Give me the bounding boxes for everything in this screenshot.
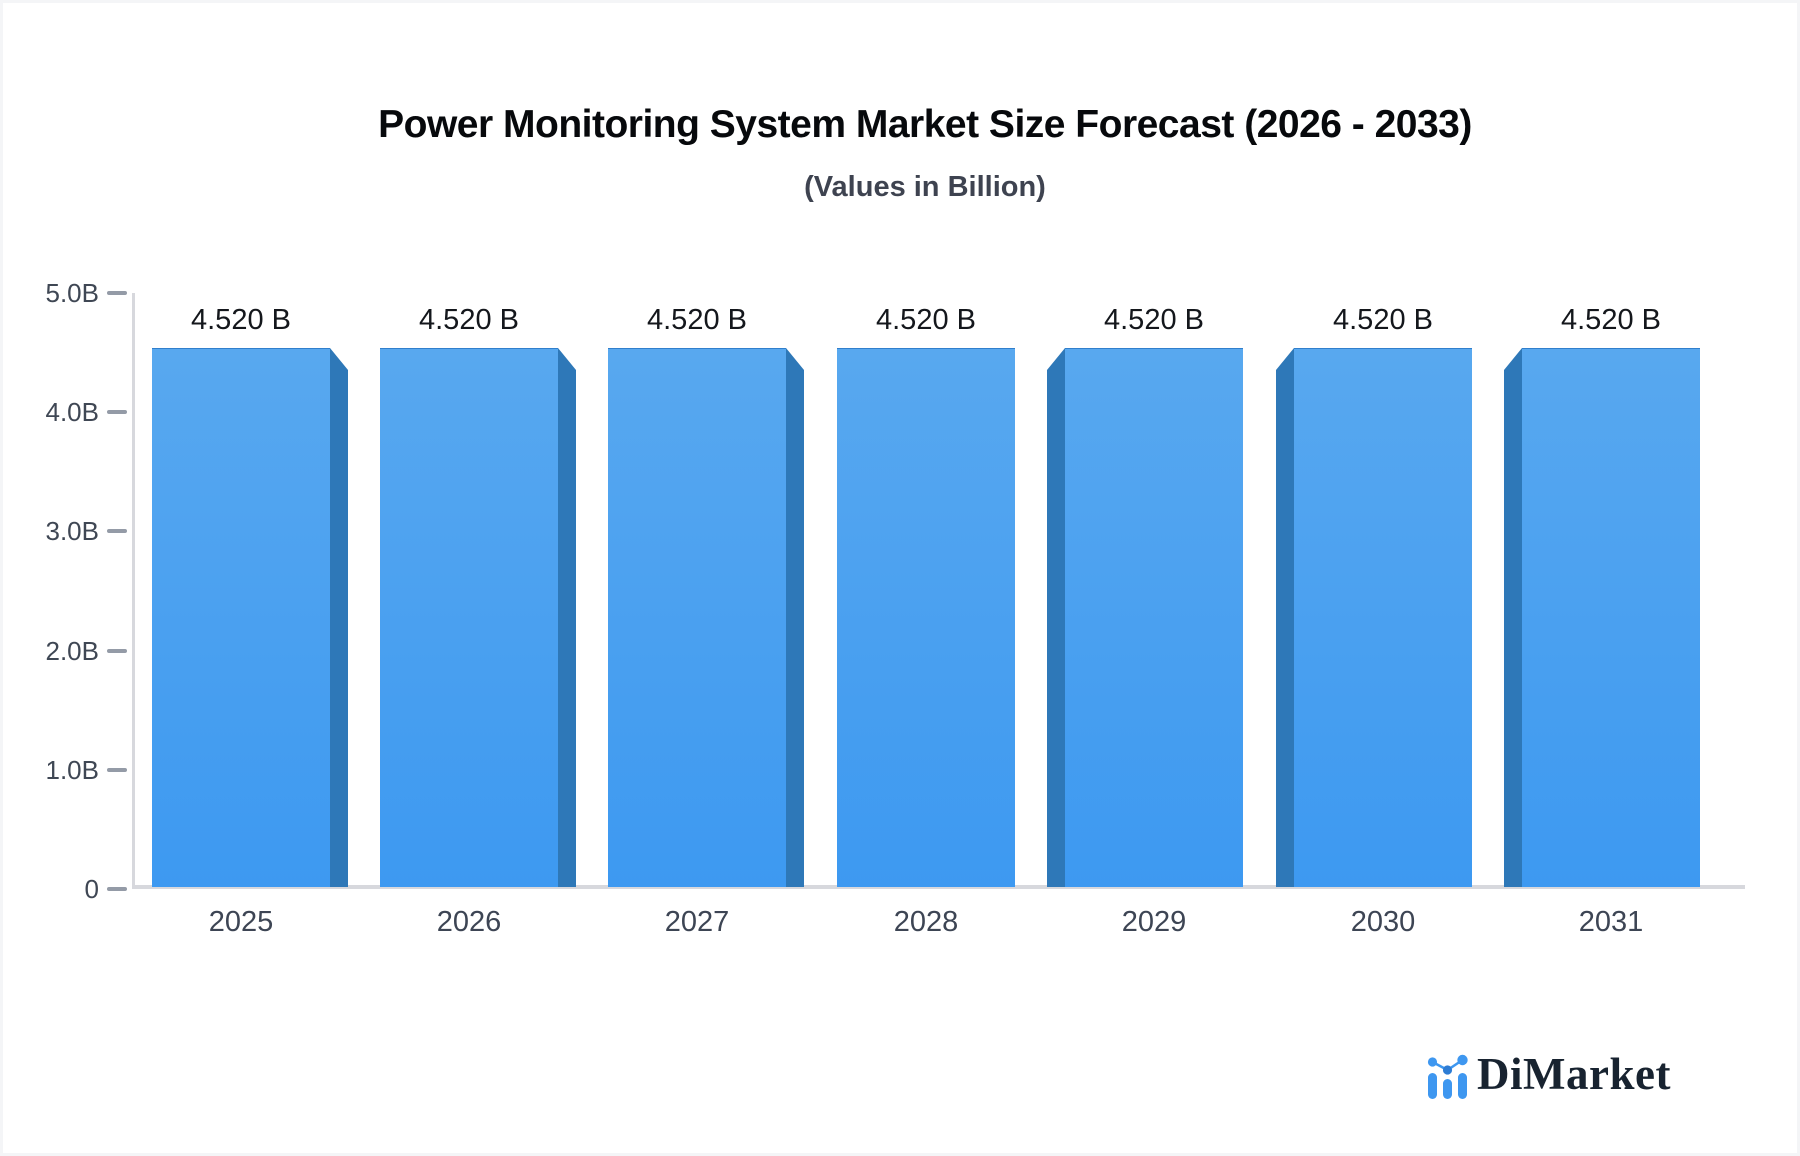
bar-3d-side <box>786 348 804 887</box>
x-axis-baseline <box>132 885 1745 889</box>
x-axis-label: 2026 <box>436 906 502 938</box>
bar-2026: 4.520 B 2026 <box>362 303 576 953</box>
bar-3d-side <box>1047 348 1065 887</box>
bar-face[interactable] <box>837 348 1015 887</box>
x-axis-label: 2025 <box>208 906 274 938</box>
bar-2025: 4.520 B 2025 <box>134 303 348 953</box>
bar-3d-side <box>330 348 348 887</box>
bar-value-label: 4.520 B <box>1561 304 1661 336</box>
chart-title: Power Monitoring System Market Size Fore… <box>378 103 1472 146</box>
bar-face[interactable] <box>1522 348 1700 887</box>
y-tick-label: 0 <box>84 874 99 904</box>
y-tick-mark <box>107 410 127 414</box>
brand-logo[interactable]: DiMarket <box>1427 1043 1671 1099</box>
y-tick: 1.0B <box>3 755 127 785</box>
y-tick: 2.0B <box>3 636 127 666</box>
bar-value-label: 4.520 B <box>1104 304 1204 336</box>
y-tick: 4.0B <box>3 397 127 427</box>
y-tick-mark <box>107 768 127 772</box>
bar-face[interactable] <box>152 348 330 887</box>
x-axis-label: 2031 <box>1578 906 1644 938</box>
bar-2028: 4.520 B 2028 <box>819 303 1033 953</box>
bar-face[interactable] <box>380 348 558 887</box>
bar-chart-logo-icon <box>1427 1054 1468 1099</box>
y-tick-mark <box>107 887 127 891</box>
bar-2027: 4.520 B 2027 <box>590 303 804 953</box>
y-axis-line <box>132 293 135 889</box>
bar-3d-side <box>1276 348 1294 887</box>
y-tick-label: 1.0B <box>45 755 100 785</box>
bar-face[interactable] <box>608 348 786 887</box>
bar-2030: 4.520 B 2030 <box>1276 303 1490 953</box>
y-tick-label: 3.0B <box>45 516 100 546</box>
y-tick-mark <box>107 649 127 653</box>
bar-face[interactable] <box>1065 348 1243 887</box>
chart-subtitle: (Values in Billion) <box>804 171 1046 203</box>
bar-value-label: 4.520 B <box>876 304 976 336</box>
bar-value-label: 4.520 B <box>419 304 519 336</box>
bar-2029: 4.520 B 2029 <box>1047 303 1261 953</box>
bar-3d-side <box>558 348 576 887</box>
bar-value-label: 4.520 B <box>1333 304 1433 336</box>
bar-face[interactable] <box>1294 348 1472 887</box>
x-axis-label: 2029 <box>1121 906 1187 938</box>
y-tick-mark <box>107 291 127 295</box>
brand-name: DiMarket <box>1477 1049 1671 1099</box>
y-tick-label: 5.0B <box>45 278 100 308</box>
bar-3d-side <box>1504 348 1522 887</box>
y-tick: 3.0B <box>3 516 127 546</box>
x-axis-label: 2030 <box>1350 906 1416 938</box>
x-axis-label: 2027 <box>664 906 730 938</box>
bar-2031: 4.520 B 2031 <box>1504 303 1718 953</box>
y-tick-mark <box>107 529 127 533</box>
y-tick: 0 <box>3 874 127 904</box>
y-tick-label: 2.0B <box>45 636 100 666</box>
bar-value-label: 4.520 B <box>191 304 291 336</box>
bar-value-label: 4.520 B <box>647 304 747 336</box>
x-axis-label: 2028 <box>893 906 959 938</box>
y-tick-label: 4.0B <box>45 397 100 427</box>
y-tick: 5.0B <box>3 278 127 308</box>
